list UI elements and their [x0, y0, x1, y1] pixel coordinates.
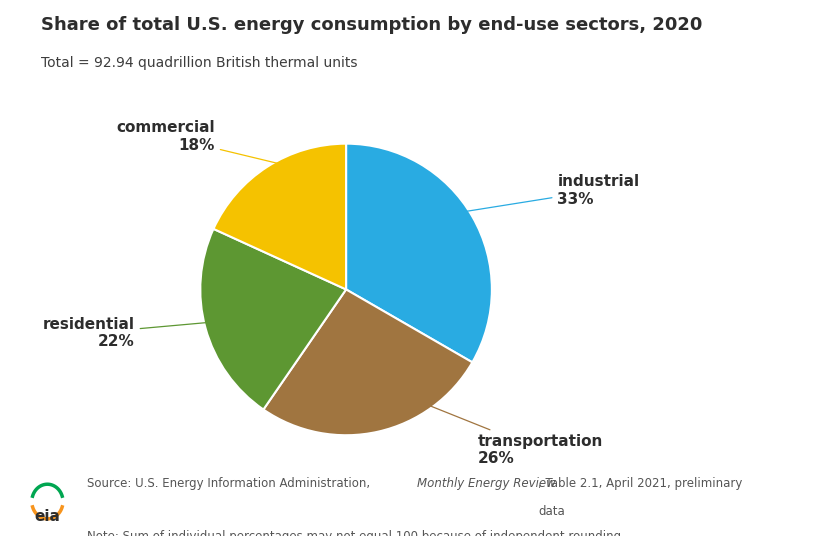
Text: , Table 2.1, April 2021, preliminary: , Table 2.1, April 2021, preliminary — [538, 477, 742, 490]
Text: Monthly Energy Review: Monthly Energy Review — [417, 477, 556, 490]
Wedge shape — [200, 229, 346, 410]
Text: Share of total U.S. energy consumption by end-use sectors, 2020: Share of total U.S. energy consumption b… — [41, 16, 703, 34]
Text: transportation
26%: transportation 26% — [404, 396, 602, 466]
Text: eia: eia — [35, 509, 60, 524]
Text: industrial
33%: industrial 33% — [436, 174, 639, 216]
Text: residential
22%: residential 22% — [43, 317, 249, 349]
Text: Total = 92.94 quadrillion British thermal units: Total = 92.94 quadrillion British therma… — [41, 56, 358, 70]
Wedge shape — [213, 144, 346, 289]
Wedge shape — [264, 289, 472, 435]
Text: Source: U.S. Energy Information Administration,: Source: U.S. Energy Information Administ… — [87, 477, 374, 490]
Text: commercial
18%: commercial 18% — [116, 120, 314, 172]
Text: Note: Sum of individual percentages may not equal 100 because of independent rou: Note: Sum of individual percentages may … — [87, 531, 625, 536]
Text: data: data — [538, 505, 565, 518]
Wedge shape — [346, 144, 492, 362]
